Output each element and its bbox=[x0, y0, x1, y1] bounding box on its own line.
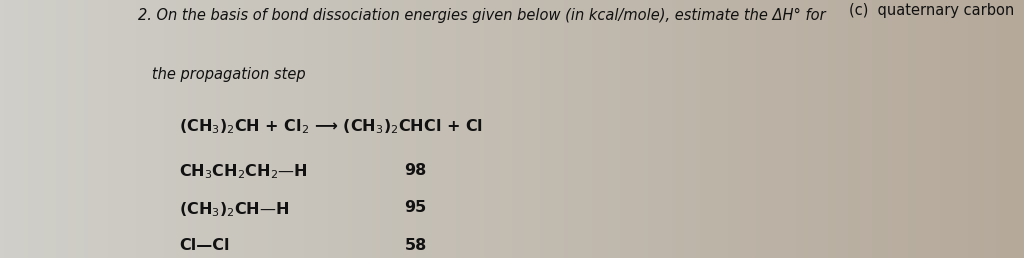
Text: 98: 98 bbox=[404, 163, 427, 178]
Text: CH$_3$CH$_2$CH$_2$—H: CH$_3$CH$_2$CH$_2$—H bbox=[179, 163, 308, 181]
Text: 2. On the basis of bond dissociation energies given below (in kcal/mole), estima: 2. On the basis of bond dissociation ene… bbox=[138, 8, 826, 23]
Text: the propagation step: the propagation step bbox=[138, 67, 306, 82]
Text: (CH$_3$)$_2$CH—H: (CH$_3$)$_2$CH—H bbox=[179, 200, 290, 219]
Text: Cl—Cl: Cl—Cl bbox=[179, 238, 229, 253]
Text: (CH$_3$)$_2$CH + Cl$_2$ ⟶ (CH$_3$)$_2$CHCl + Cl: (CH$_3$)$_2$CH + Cl$_2$ ⟶ (CH$_3$)$_2$CH… bbox=[179, 117, 483, 136]
Text: 58: 58 bbox=[404, 238, 427, 253]
Text: 95: 95 bbox=[404, 200, 427, 215]
Text: (c)  quaternary carbon: (c) quaternary carbon bbox=[849, 3, 1014, 18]
